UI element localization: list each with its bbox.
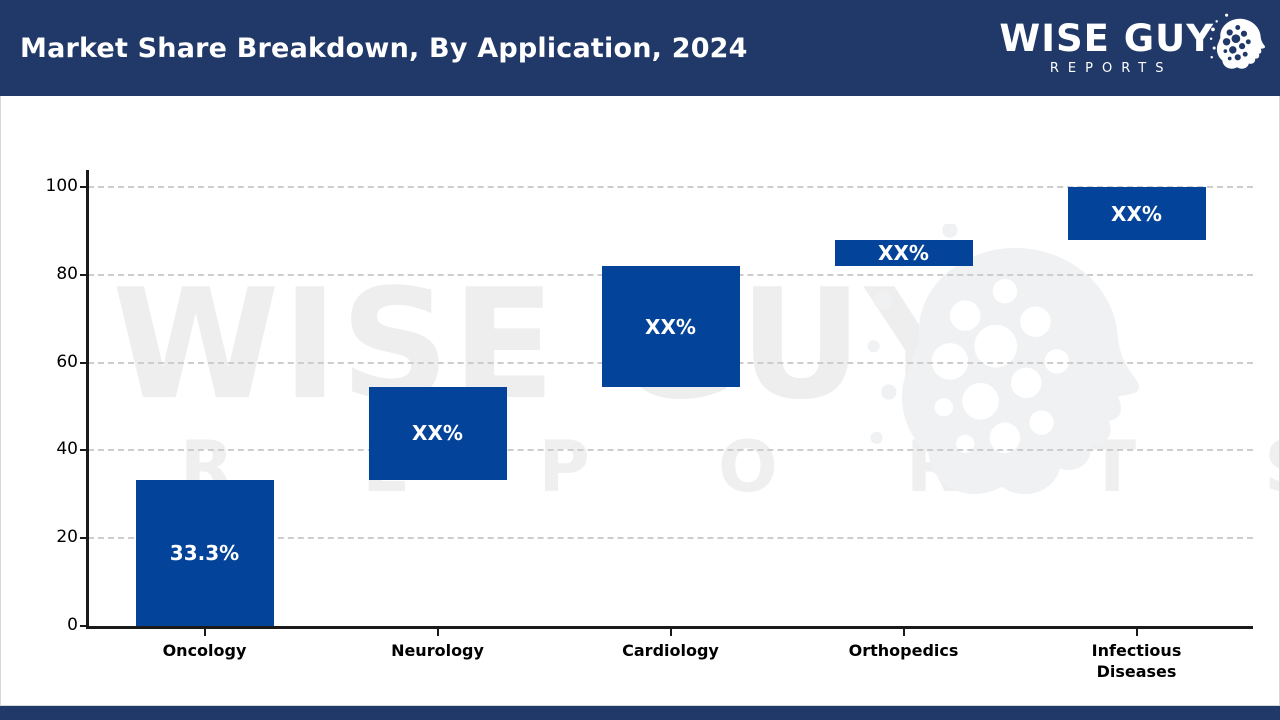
bar-value-label: XX% [412, 421, 463, 446]
left-edge-line [0, 96, 1, 720]
x-tick-mark-2 [669, 629, 672, 636]
header-bar: Market Share Breakdown, By Application, … [0, 0, 1280, 96]
y-tick-label-60: 60 [56, 351, 78, 372]
logo-subtitle: REPORTS [1049, 61, 1173, 76]
y-tick-label-20: 20 [56, 527, 78, 548]
bar-value-label: XX% [1111, 201, 1162, 226]
wise-guy-reports-logo: WISE GUY REPORTS [999, 8, 1270, 88]
category-label-cardiology: Cardiology [622, 641, 719, 660]
logo-wordmark-block: WISE GUY REPORTS [999, 20, 1214, 76]
x-axis-line [86, 626, 1253, 629]
bar-neurology: XX% [368, 386, 507, 480]
bar-infectious-diseases: XX% [1067, 187, 1206, 241]
bar-orthopedics: XX% [834, 240, 973, 267]
x-tick-mark-4 [1135, 629, 1138, 636]
bar-cardiology: XX% [601, 266, 740, 387]
bar-value-label: 33.3% [169, 540, 240, 565]
gridline-40 [88, 449, 1253, 452]
y-axis-line [86, 170, 89, 629]
y-tick-mark-100 [80, 186, 88, 188]
bar-value-label: XX% [878, 241, 929, 266]
gridline-20 [88, 537, 1253, 540]
logo-head-icon [1209, 13, 1265, 69]
x-tick-mark-3 [902, 629, 905, 636]
y-tick-label-40: 40 [56, 439, 78, 460]
bar-oncology: 33.3% [135, 479, 274, 626]
y-tick-label-80: 80 [56, 263, 78, 284]
category-label-infectious-diseases: Infectious Diseases [1091, 641, 1182, 681]
footer-divider [0, 705, 1280, 706]
footer-bar [0, 706, 1280, 720]
x-tick-mark-0 [203, 629, 206, 636]
category-label-orthopedics: Orthopedics [848, 641, 959, 660]
y-tick-mark-80 [80, 273, 88, 276]
logo-wordmark: WISE GUY [999, 17, 1214, 60]
y-tick-label-0: 0 [67, 615, 78, 635]
y-tick-mark-0 [80, 625, 88, 627]
y-tick-mark-60 [80, 361, 88, 364]
y-tick-label-100: 100 [45, 176, 78, 196]
category-label-oncology: Oncology [162, 641, 247, 660]
y-tick-mark-40 [80, 449, 88, 452]
y-tick-mark-20 [80, 537, 88, 540]
chart-title: Market Share Breakdown, By Application, … [20, 32, 748, 64]
gridline-100 [88, 186, 1253, 188]
watermark-wordmark: WISE GUY [112, 256, 977, 433]
category-label-neurology: Neurology [391, 641, 484, 660]
chart-canvas: WISE GUY R E P O R T S 0 20 40 60 80 100 33.3%… [0, 96, 1280, 706]
bar-value-label: XX% [645, 314, 696, 339]
watermark-head-icon [867, 224, 1139, 495]
x-tick-mark-1 [436, 629, 439, 636]
